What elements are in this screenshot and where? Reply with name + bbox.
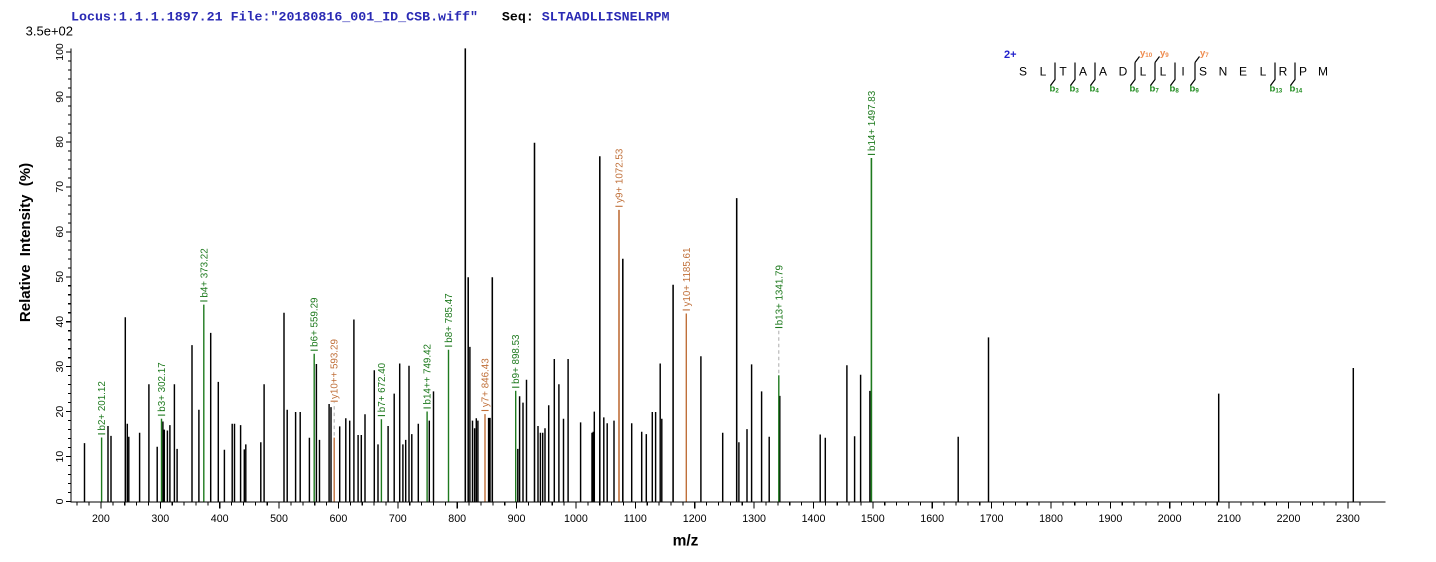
svg-text:y10: y10 — [1140, 48, 1153, 59]
svg-text:2000: 2000 — [1158, 513, 1182, 525]
svg-text:100: 100 — [54, 43, 66, 61]
svg-text:600: 600 — [329, 513, 347, 525]
svg-text:80: 80 — [54, 136, 66, 148]
svg-text:b3+ 302.17: b3+ 302.17 — [157, 362, 168, 411]
svg-text:200: 200 — [92, 513, 110, 525]
svg-text:Locus:1.1.1.1897.21 File:"2018: Locus:1.1.1.1897.21 File:"20180816_001_I… — [71, 10, 669, 25]
svg-text:900: 900 — [508, 513, 526, 525]
svg-text:b4: b4 — [1090, 84, 1100, 95]
svg-text:b6: b6 — [1130, 84, 1140, 95]
svg-text:b14+ 1497.83: b14+ 1497.83 — [867, 90, 878, 151]
svg-text:y9: y9 — [1160, 48, 1169, 59]
svg-text:b13: b13 — [1270, 84, 1283, 95]
svg-text:2200: 2200 — [1277, 513, 1301, 525]
svg-text:400: 400 — [211, 513, 229, 525]
svg-text:b13+ 1341.79: b13+ 1341.79 — [774, 265, 785, 325]
svg-text:b7+ 672.40: b7+ 672.40 — [377, 362, 388, 412]
svg-text:1200: 1200 — [683, 513, 707, 525]
svg-text:b6+ 559.29: b6+ 559.29 — [310, 297, 321, 346]
svg-text:1000: 1000 — [564, 513, 588, 525]
svg-text:0: 0 — [54, 498, 66, 504]
svg-text:SLTAADLLISNELRPM: SLTAADLLISNELRPM — [1019, 65, 1328, 79]
svg-text:10: 10 — [54, 451, 66, 463]
svg-text:70: 70 — [54, 181, 66, 193]
svg-text:2+: 2+ — [1004, 49, 1017, 61]
svg-text:b2+ 201.12: b2+ 201.12 — [97, 381, 108, 430]
svg-text:y10+ 1185.61: y10+ 1185.61 — [682, 248, 693, 307]
svg-text:1700: 1700 — [980, 513, 1004, 525]
svg-text:1500: 1500 — [861, 513, 885, 525]
svg-text:y9+ 1072.53: y9+ 1072.53 — [615, 148, 626, 203]
svg-text:500: 500 — [270, 513, 288, 525]
svg-text:b3: b3 — [1070, 84, 1080, 95]
svg-text:20: 20 — [54, 406, 66, 418]
svg-text:b14++ 749.42: b14++ 749.42 — [423, 344, 434, 404]
svg-text:1800: 1800 — [1039, 513, 1063, 525]
svg-text:1600: 1600 — [920, 513, 944, 525]
svg-text:1400: 1400 — [802, 513, 826, 525]
svg-text:2300: 2300 — [1336, 513, 1360, 525]
svg-text:800: 800 — [448, 513, 466, 525]
svg-text:b8+ 785.47: b8+ 785.47 — [444, 293, 455, 342]
svg-text:1300: 1300 — [742, 513, 766, 525]
svg-text:y7+ 846.43: y7+ 846.43 — [481, 358, 492, 407]
svg-text:b14: b14 — [1290, 84, 1303, 95]
svg-text:90: 90 — [54, 91, 66, 103]
svg-text:60: 60 — [54, 226, 66, 238]
svg-text:y10++ 593.29: y10++ 593.29 — [330, 339, 341, 399]
svg-text:2100: 2100 — [1217, 513, 1241, 525]
svg-text:300: 300 — [151, 513, 169, 525]
svg-text:b4+ 373.22: b4+ 373.22 — [199, 248, 210, 297]
svg-text:b2: b2 — [1050, 84, 1060, 95]
svg-text:m/z: m/z — [673, 533, 699, 550]
svg-text:b9: b9 — [1190, 84, 1200, 95]
svg-text:50: 50 — [54, 271, 66, 283]
svg-text:b8: b8 — [1170, 84, 1180, 95]
svg-text:700: 700 — [389, 513, 407, 525]
svg-text:30: 30 — [54, 361, 66, 373]
svg-text:40: 40 — [54, 316, 66, 328]
svg-text:3.5e+02: 3.5e+02 — [26, 24, 73, 39]
svg-text:1100: 1100 — [624, 513, 647, 525]
svg-text:b9+ 898.53: b9+ 898.53 — [511, 334, 522, 384]
svg-text:b7: b7 — [1150, 84, 1160, 95]
svg-text:1900: 1900 — [1099, 513, 1123, 525]
svg-text:Relative Intensity (%): Relative Intensity (%) — [17, 163, 34, 322]
svg-text:y7: y7 — [1200, 48, 1209, 59]
